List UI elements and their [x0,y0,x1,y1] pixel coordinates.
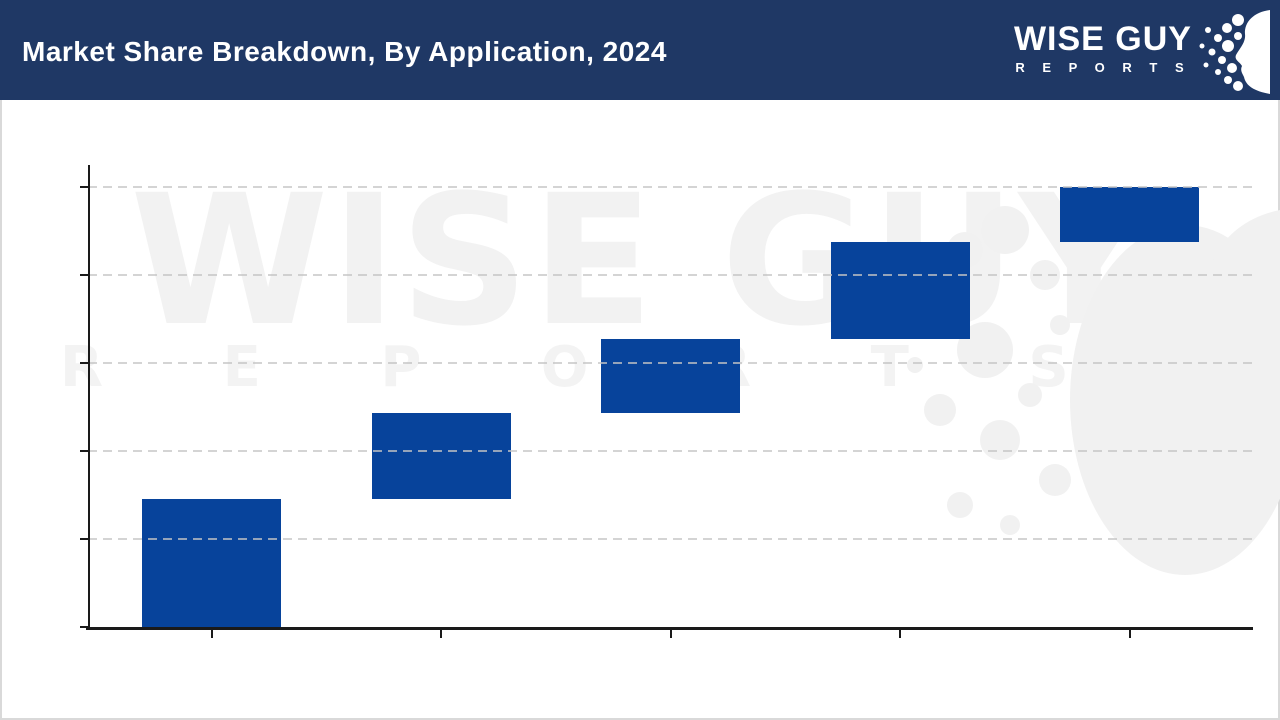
header-bar: Market Share Breakdown, By Application, … [0,0,1280,100]
y-axis-tick-label [18,349,78,377]
bar-automotive [371,413,511,499]
logo-wordmark: WISE GUY [1013,20,1192,58]
gridline-20 [88,538,1253,540]
y-tick-mark-100 [80,186,88,188]
gridline-40 [88,450,1253,452]
dotted-face-icon [1199,10,1270,94]
y-axis [88,165,90,630]
y-axis-tick-label [18,173,78,201]
gridline-60 [88,362,1253,364]
x-tick-mark-0 [210,630,213,638]
y-tick-mark-80 [80,274,88,276]
x-axis [86,627,1253,630]
y-axis-tick-label [18,613,78,641]
bar-medical-devices [1060,187,1199,242]
bar-value-label [142,550,281,576]
bar-value-label [372,443,511,469]
wise-guy-reports-logo: WISE GUY R E P O R T S [1014,6,1270,94]
x-tick-mark-2 [669,630,672,638]
gridline-100 [88,186,1253,188]
logo-text: WISE GUY R E P O R T S [1014,20,1192,77]
y-tick-mark-0 [80,626,88,628]
watermark-face-icon [888,206,1280,575]
y-tick-mark-60 [80,362,88,364]
y-tick-mark-20 [80,538,88,540]
x-tick-mark-1 [440,630,442,638]
bar-electronics [142,498,281,627]
y-axis-tick-label [18,261,78,289]
watermark-wordmark: WISE GUY [130,157,1152,366]
y-axis-tick-label [18,525,78,553]
bar-renewable-energy [601,338,740,414]
logo-subtitle: R E P O R T S [1015,60,1191,75]
watermark-subtitle: R E P O R T S [60,335,1119,400]
x-tick-mark-3 [899,630,901,638]
bar-value-label [831,277,970,303]
bar-industrial-machinery [830,242,970,339]
y-tick-mark-40 [80,450,88,452]
bar-value-label [601,363,740,389]
y-axis-tick-label [18,437,78,465]
page-title: Market Share Breakdown, By Application, … [22,36,667,67]
x-tick-mark-4 [1128,630,1131,638]
bar-value-label [1060,202,1199,228]
gridline-80 [88,274,1253,276]
